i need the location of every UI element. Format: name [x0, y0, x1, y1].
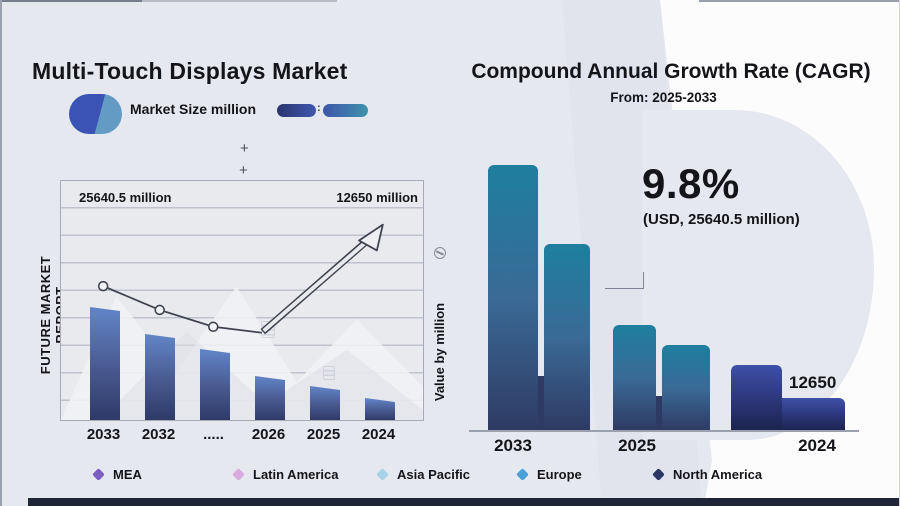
left-category-label: 2025 [306, 426, 341, 443]
market-size-chart-panel: 25640.5 million 12650 million [60, 180, 424, 421]
cagr-value: 9.8% [642, 160, 740, 207]
bottom-accent-bar [28, 498, 899, 506]
legend-diamond-icon [376, 467, 389, 481]
right-category-label: 2033 [494, 436, 532, 455]
market-size-bar-2026 [255, 376, 285, 420]
ratio-pill-teal-icon [323, 104, 368, 117]
market-size-bar-2024 [365, 398, 395, 420]
left-category-label: 2026 [251, 426, 286, 443]
left-bars [61, 181, 423, 420]
document-watermark-icon [323, 366, 335, 380]
market-size-pill-icon [69, 94, 122, 134]
market-size-bar-2032 [145, 334, 175, 420]
left-category-label: 2032 [141, 426, 176, 443]
legend-label: Asia Pacific [397, 466, 470, 482]
top-frame-line-dark [2, 0, 142, 2]
legend-item-north-america: North America [652, 463, 763, 485]
plus-icon: + [239, 162, 248, 179]
legend-diamond-icon [92, 467, 105, 481]
minus-circle-icon [434, 247, 446, 259]
cagr-bar-primary-2033 [488, 165, 538, 431]
future-market-report-label: FUTURE MARKET REPORT [38, 255, 68, 375]
ratio-separator: : [317, 102, 321, 114]
annotation-end-value: 12650 million [336, 190, 418, 205]
legend-diamond-icon [516, 467, 529, 481]
left-category-label: ..... [203, 426, 224, 443]
cagr-detail: (USD, 25640.5 million) [643, 211, 800, 228]
cagr-bar-group-2033 [488, 165, 590, 431]
cagr-subtitle: From: 2025-2033 [610, 90, 717, 105]
page-title: Multi-Touch Displays Market [32, 58, 348, 84]
market-size-bar-2033 [90, 307, 120, 420]
cagr-title: Compound Annual Growth Rate (CAGR) [471, 60, 871, 83]
ratio-pill-dark-icon [277, 104, 316, 117]
top-frame-line-right [699, 0, 899, 2]
value-callout: 12650 [789, 373, 837, 392]
legend-diamond-icon [232, 467, 245, 481]
plus-icon: + [240, 140, 249, 157]
step-line-icon [605, 272, 644, 289]
market-size-bar-..... [200, 349, 230, 420]
left-category-label: 2024 [361, 426, 396, 443]
right-axis-line [469, 430, 859, 432]
cagr-bar-secondary-2033 [544, 244, 590, 431]
top-frame-line-light [142, 0, 337, 2]
value-axis-label: Value by million [432, 302, 447, 402]
legend: MEA Latin America Asia Pacific Europe North … [2, 463, 899, 485]
left-category-label: 2033 [86, 426, 121, 443]
legend-diamond-icon [652, 467, 665, 481]
legend-label: MEA [113, 466, 142, 482]
legend-item-asia-pacific: Asia Pacific [376, 463, 470, 485]
legend-label: Europe [537, 466, 582, 482]
market-size-label: Market Size million [130, 101, 257, 117]
legend-item-latin-america: Latin America [232, 463, 339, 485]
market-size-bar-2025 [310, 386, 340, 420]
legend-label: Latin America [253, 466, 339, 482]
legend-item-europe: Europe [516, 463, 582, 485]
bar-merge-fill [538, 376, 544, 431]
left-x-axis: 2033 2032..... 2026 2025 2024 [76, 426, 406, 443]
legend-label: North America [673, 466, 763, 482]
annotation-start-value: 25640.5 million [79, 190, 172, 205]
legend-item-mea: MEA [92, 463, 142, 485]
